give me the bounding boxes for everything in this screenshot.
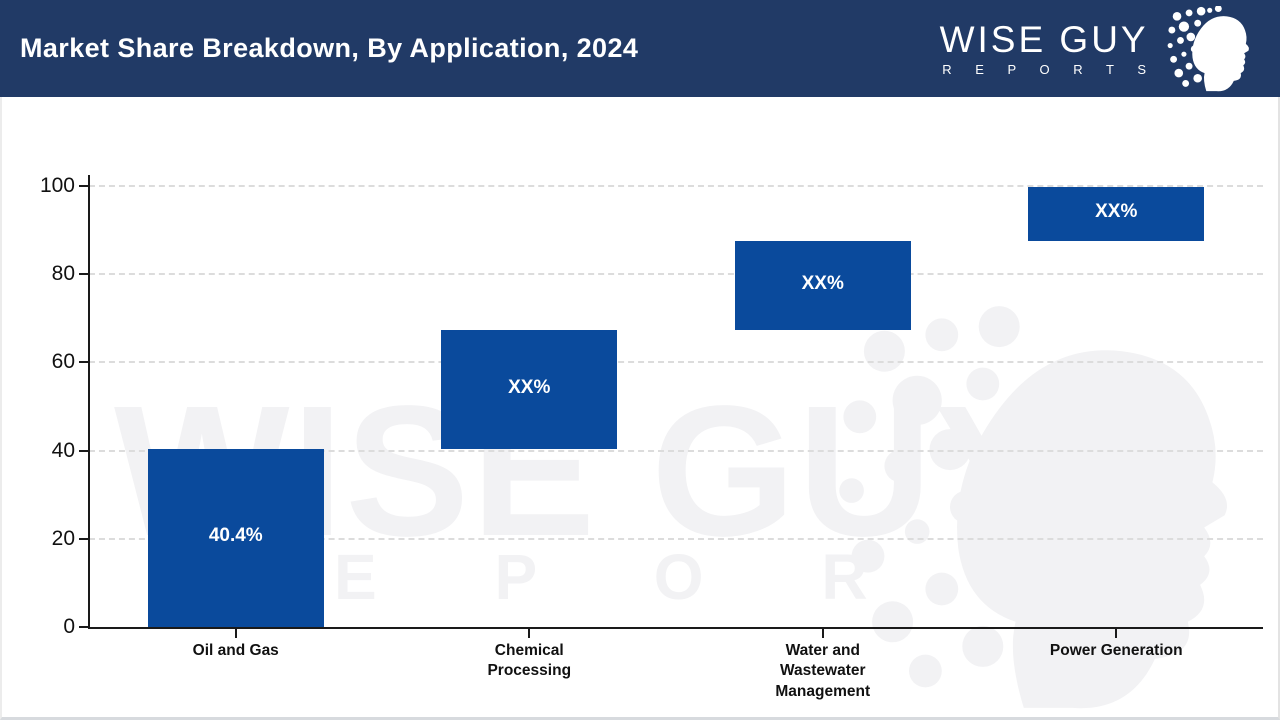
gridline-y100 [89, 185, 1263, 187]
y-tick-100 [79, 185, 88, 187]
gridline-y60 [89, 361, 1263, 364]
x-tick [234, 629, 237, 638]
bar-value-label: XX% [1095, 201, 1138, 222]
gridline-y20 [89, 537, 1263, 540]
x-tick [1115, 629, 1118, 638]
y-tick-label-80: 80 [51, 262, 75, 286]
bar-value-label: XX% [801, 272, 844, 294]
bar-segment [1028, 186, 1205, 242]
wise-guy-logo: WISE GUY R E P O R T S [932, 5, 1254, 92]
y-tick-label-20: 20 [51, 526, 75, 550]
y-tick-0 [79, 626, 88, 628]
y-tick-40 [79, 449, 88, 452]
logo-wordmark: WISE GUY [939, 19, 1149, 60]
logo-subtitle: R E P O R T S [942, 62, 1156, 77]
header-bar: Market Share Breakdown, By Application, … [0, 0, 1280, 97]
y-tick-60 [79, 361, 88, 364]
x-tick [821, 629, 824, 638]
page-title: Market Share Breakdown, By Application, … [20, 33, 639, 63]
y-axis-line [88, 175, 90, 629]
x-category-label: Water and Wastewater Management [775, 642, 871, 700]
y-tick-20 [79, 537, 88, 540]
watermark-head-dots-icon [839, 306, 1228, 709]
y-tick-80 [79, 273, 88, 276]
logo-text: WISE GUY R E P O R T S [932, 21, 1156, 76]
gridline-y80 [89, 273, 1263, 276]
bar-segment [734, 241, 911, 331]
x-category-label: Chemical Processing [487, 642, 572, 680]
y-tick-label-100: 100 [39, 174, 75, 197]
y-tick-label-60: 60 [51, 350, 75, 374]
y-tick-label-0: 0 [63, 615, 75, 638]
bar-segment [147, 448, 324, 627]
gridline-y40 [89, 449, 1263, 452]
bar-value-label: 40.4% [208, 524, 263, 546]
x-axis-line [88, 627, 1263, 629]
x-tick [528, 629, 531, 638]
bar-segment [441, 330, 618, 449]
logo-head-dots-icon [1167, 5, 1249, 91]
x-category-label: Power Generation [1049, 642, 1183, 659]
chart-canvas: WISE GUY. R E P O R T S . 0 20 40 60 80 100 40… [0, 97, 1280, 720]
x-category-label: Oil and Gas [192, 642, 279, 659]
bar-value-label: XX% [508, 376, 551, 398]
y-tick-label-40: 40 [51, 438, 75, 462]
